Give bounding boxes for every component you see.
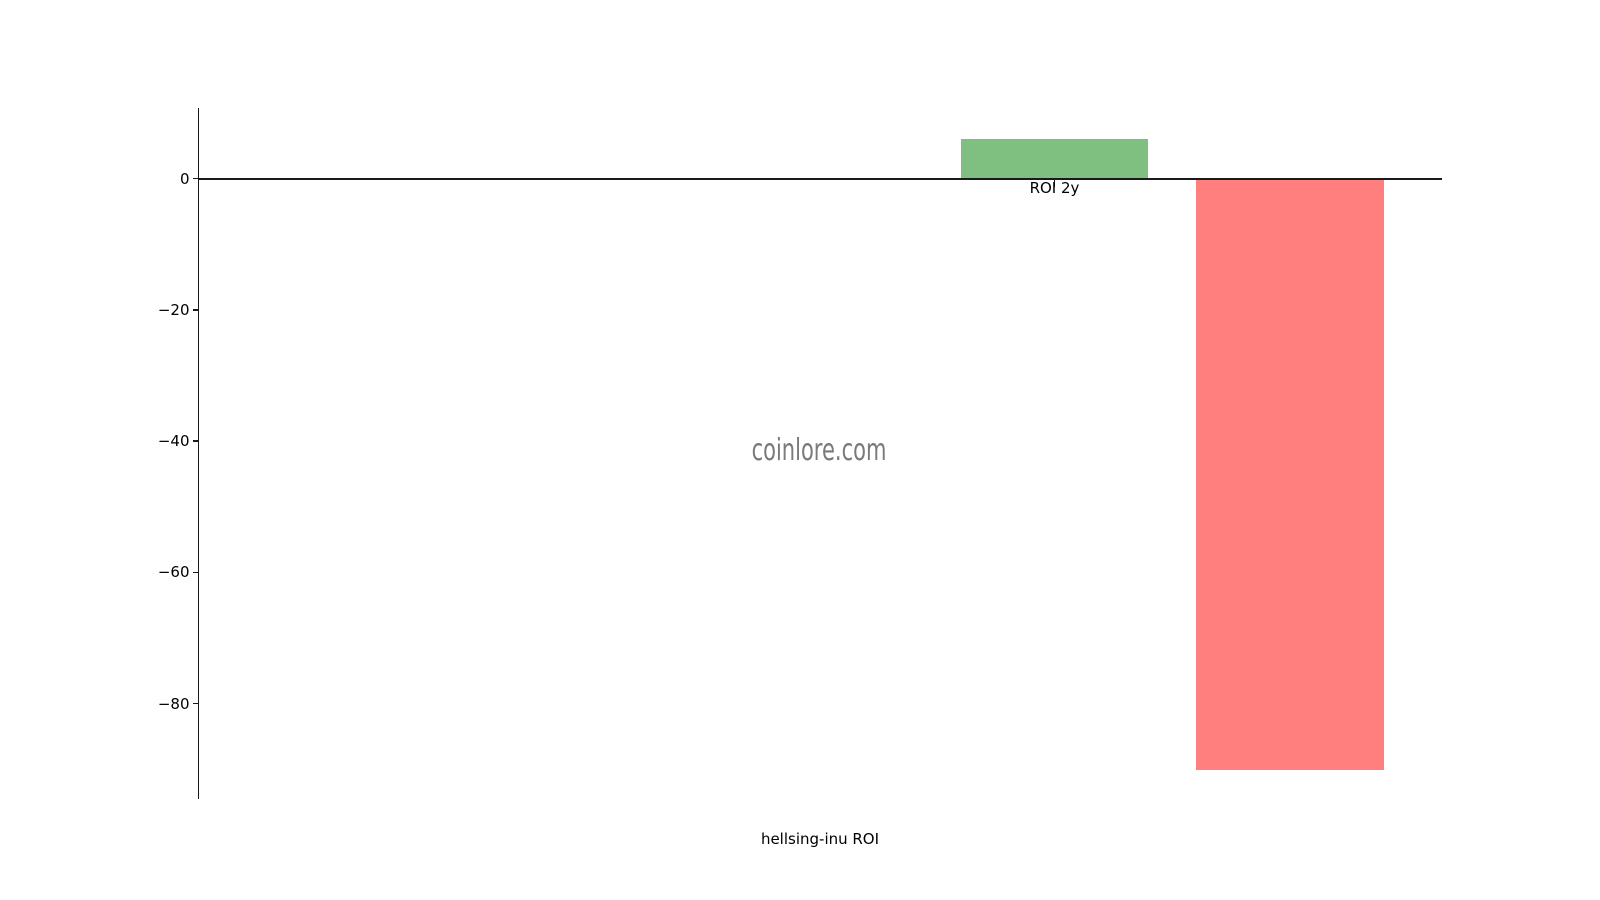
y-tick-label: −20 [157, 300, 190, 319]
bar-negative [1196, 179, 1384, 771]
watermark: coinlore.com [723, 436, 916, 466]
y-tick-mark [192, 440, 199, 442]
x-tick-mark [1053, 178, 1056, 187]
bar-positive [960, 139, 1149, 179]
y-axis-spine [197, 108, 200, 799]
y-tick-label: −60 [157, 563, 190, 582]
y-tick-mark [192, 571, 199, 574]
watermark-text: coinlore.com [751, 433, 887, 468]
y-tick-mark [192, 309, 199, 311]
x-tick-label: ROI 2y [1029, 179, 1080, 198]
x-axis-zero-line [198, 177, 1442, 180]
y-tick-mark [192, 177, 199, 180]
y-tick-label: 0 [179, 169, 190, 188]
x-axis-title: hellsing-inu ROI [760, 830, 880, 848]
y-tick-label: −80 [157, 694, 190, 713]
y-tick-label: −40 [157, 432, 190, 451]
y-tick-mark [192, 702, 199, 705]
